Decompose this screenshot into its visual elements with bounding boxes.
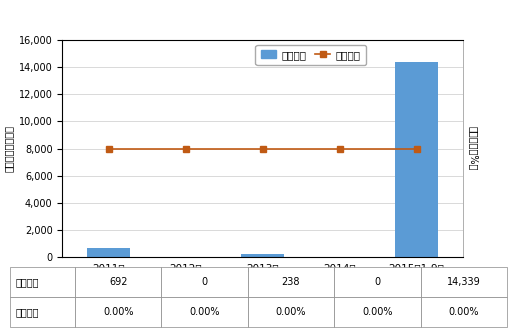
Text: 14,339: 14,339 (447, 277, 480, 287)
Text: 0: 0 (374, 277, 381, 287)
Text: 同比增长: 同比增长 (16, 307, 39, 317)
Bar (75, 297, 161, 327)
Bar (334, 297, 421, 327)
Bar (421, 297, 507, 327)
Bar (10, 267, 75, 297)
Bar (334, 267, 421, 297)
Bar (241, 254, 284, 257)
Bar (161, 267, 248, 297)
Bar (10, 297, 75, 327)
Bar (248, 267, 334, 297)
Text: 0.00%: 0.00% (189, 307, 220, 317)
Bar (161, 297, 248, 327)
Text: 0.00%: 0.00% (449, 307, 479, 317)
Text: 0: 0 (202, 277, 207, 287)
Y-axis label: 同比增长（%）: 同比增长（%） (469, 126, 478, 171)
Text: 0.00%: 0.00% (103, 307, 134, 317)
Bar (87, 248, 130, 257)
Legend: 进口数量, 同比增长: 进口数量, 同比增长 (255, 45, 366, 65)
Text: 进口数量: 进口数量 (16, 277, 39, 287)
Bar (75, 267, 161, 297)
Text: 238: 238 (282, 277, 300, 287)
Bar (395, 62, 438, 257)
Bar (421, 267, 507, 297)
Text: 0.00%: 0.00% (276, 307, 306, 317)
Y-axis label: 进口数量（千克）: 进口数量（千克） (3, 125, 13, 172)
Text: 692: 692 (109, 277, 127, 287)
Bar (248, 297, 334, 327)
Text: 0.00%: 0.00% (362, 307, 393, 317)
